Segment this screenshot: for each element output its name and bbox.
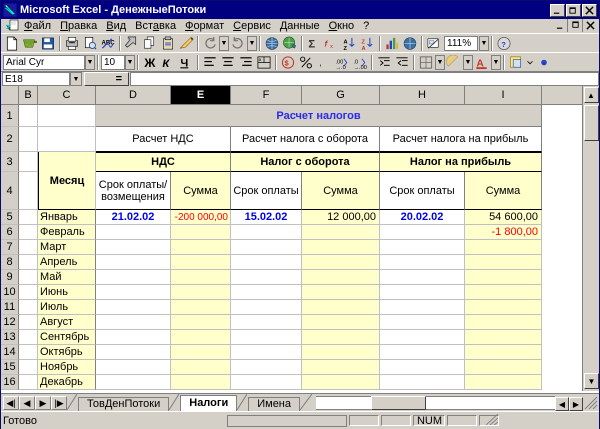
svg-text:,: , [319,57,321,67]
svg-text:A: A [361,46,365,51]
svg-text:Ч: Ч [180,57,188,69]
svg-text:→.00: →.00 [353,65,366,70]
svg-text:f: f [325,38,329,48]
svg-text:К: К [162,58,170,70]
svg-text:Σ: Σ [308,38,315,50]
svg-text:Ж: Ж [143,56,156,70]
svg-text:Z: Z [343,46,347,51]
svg-text:x: x [330,44,333,50]
svg-text:A: A [343,39,347,45]
svg-text:Z: Z [361,39,365,45]
svg-text:$: $ [285,58,290,67]
svg-text:a: a [259,57,262,62]
svg-text:?: ? [501,39,506,48]
